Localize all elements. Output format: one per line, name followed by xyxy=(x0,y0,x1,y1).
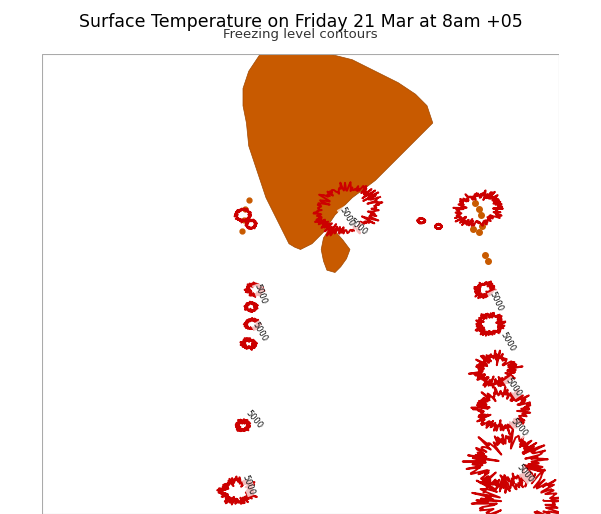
Text: 5000: 5000 xyxy=(337,206,356,229)
Text: Surface Temperature on Friday 21 Mar at 8am +05: Surface Temperature on Friday 21 Mar at … xyxy=(79,13,522,31)
Text: 5000: 5000 xyxy=(251,321,269,344)
Text: 5000: 5000 xyxy=(347,216,369,236)
Text: 5000: 5000 xyxy=(498,330,517,353)
Text: 5000: 5000 xyxy=(509,417,529,438)
Text: 5000: 5000 xyxy=(252,283,268,306)
Text: 5000: 5000 xyxy=(241,474,257,497)
Text: 5000: 5000 xyxy=(244,409,264,431)
Text: 5000: 5000 xyxy=(514,463,535,485)
Polygon shape xyxy=(321,229,350,272)
Polygon shape xyxy=(243,54,433,249)
Text: 5000: 5000 xyxy=(504,376,523,399)
Text: 5000: 5000 xyxy=(487,290,504,313)
Text: Freezing level contours: Freezing level contours xyxy=(223,28,378,41)
